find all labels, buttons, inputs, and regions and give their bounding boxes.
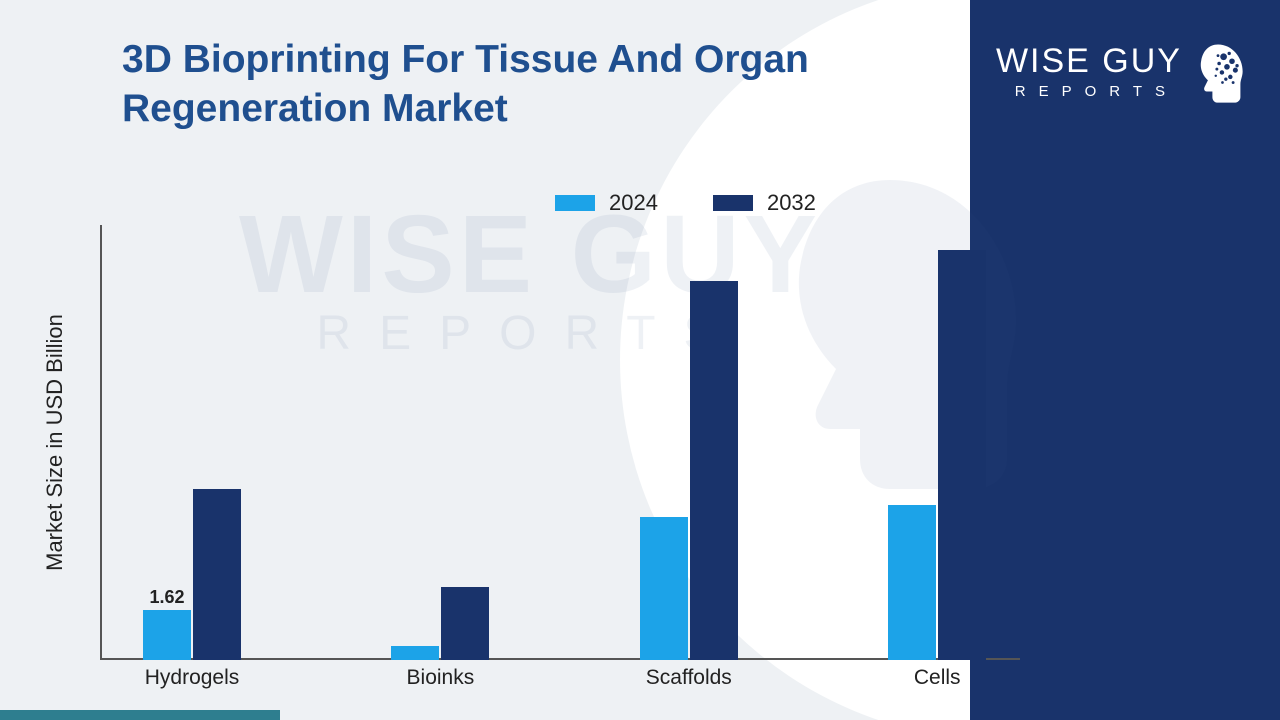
x-axis-category-label: Cells — [914, 666, 961, 690]
brand-head-icon — [1190, 42, 1246, 104]
bar — [690, 281, 738, 660]
x-axis-category-label: Scaffolds — [646, 666, 732, 690]
bar — [938, 250, 986, 660]
y-axis-label: Market Size in USD Billion — [42, 225, 68, 660]
x-axis-category-label: Bioinks — [407, 666, 475, 690]
bar-group — [391, 587, 489, 660]
brand-block: WISE GUY REPORTS — [996, 42, 1246, 104]
bar — [640, 517, 688, 660]
bar-group — [143, 489, 241, 660]
bar-group — [640, 281, 738, 660]
legend-item: 2024 — [555, 190, 658, 216]
bar — [143, 610, 191, 660]
stage: WISE GUY REPORTS 3D Bioprinting For Tiss… — [0, 0, 1280, 720]
brand-main-text: WISE GUY — [996, 42, 1182, 81]
bar — [888, 505, 936, 660]
page-title: 3D Bioprinting For Tissue And Organ Rege… — [122, 36, 862, 134]
chart-area: Market Size in USD Billion HydrogelsBioi… — [100, 225, 1040, 660]
bar-group — [888, 250, 986, 660]
bar — [441, 587, 489, 660]
legend-label: 2032 — [767, 190, 816, 216]
legend: 2024 2032 — [555, 190, 816, 216]
plot-area: HydrogelsBioinksScaffoldsCells1.62 — [100, 225, 1020, 660]
brand-sub-text: REPORTS — [996, 83, 1182, 100]
bar — [193, 489, 241, 660]
legend-swatch — [555, 195, 595, 211]
legend-label: 2024 — [609, 190, 658, 216]
bar — [391, 646, 439, 660]
legend-swatch — [713, 195, 753, 211]
x-axis-category-label: Hydrogels — [145, 666, 240, 690]
legend-item: 2032 — [713, 190, 816, 216]
bar-value-label: 1.62 — [149, 587, 184, 608]
decor-bottom-stripe — [0, 710, 280, 720]
